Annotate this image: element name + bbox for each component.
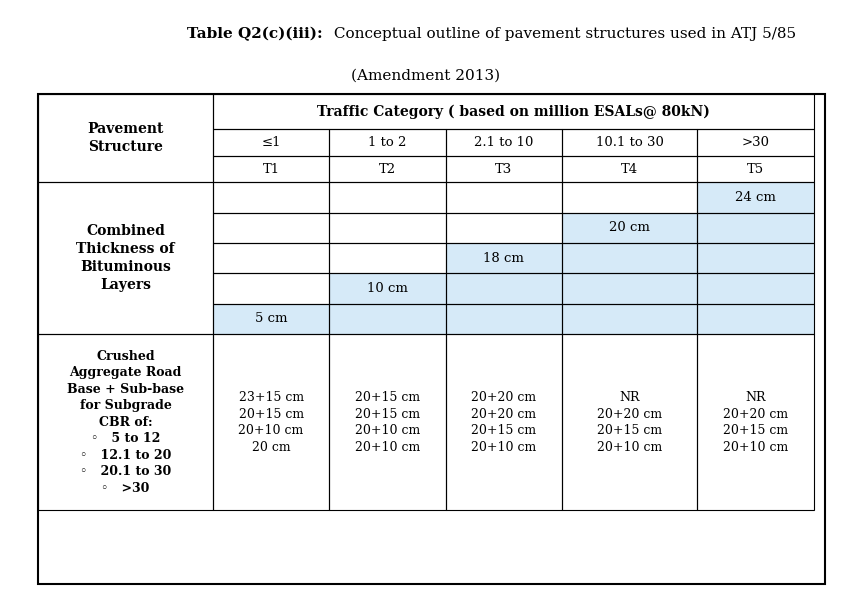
Text: 20+20 cm
20+20 cm
20+15 cm
20+10 cm: 20+20 cm 20+20 cm 20+15 cm 20+10 cm bbox=[471, 391, 537, 453]
Bar bbox=[697, 334, 814, 510]
Bar bbox=[697, 182, 814, 212]
Bar bbox=[697, 182, 814, 212]
Bar bbox=[697, 273, 814, 304]
Bar bbox=[697, 273, 814, 304]
Bar bbox=[697, 304, 814, 334]
Bar bbox=[446, 182, 562, 212]
Bar bbox=[330, 273, 446, 304]
Text: ≤1: ≤1 bbox=[262, 136, 281, 149]
Bar bbox=[213, 156, 330, 182]
Bar bbox=[562, 304, 697, 334]
Text: 10.1 to 30: 10.1 to 30 bbox=[596, 136, 664, 149]
Bar bbox=[446, 243, 562, 273]
Text: >30: >30 bbox=[741, 136, 769, 149]
Bar bbox=[330, 129, 446, 156]
Bar bbox=[330, 212, 446, 243]
Text: Combined
Thickness of
Bituminous
Layers: Combined Thickness of Bituminous Layers bbox=[77, 225, 175, 292]
Bar bbox=[697, 212, 814, 243]
Bar bbox=[562, 273, 697, 304]
Bar bbox=[697, 304, 814, 334]
Bar bbox=[697, 129, 814, 156]
Bar bbox=[330, 273, 446, 304]
Bar bbox=[562, 243, 697, 273]
Bar bbox=[213, 212, 330, 243]
Text: Pavement
Structure: Pavement Structure bbox=[88, 122, 164, 154]
Bar bbox=[446, 273, 562, 304]
Text: 18 cm: 18 cm bbox=[483, 252, 524, 265]
Bar bbox=[213, 304, 330, 334]
Bar bbox=[446, 129, 562, 156]
Text: 5 cm: 5 cm bbox=[255, 313, 287, 325]
Bar bbox=[213, 243, 330, 273]
Bar bbox=[330, 304, 446, 334]
Text: T2: T2 bbox=[379, 163, 396, 175]
Bar bbox=[446, 334, 562, 510]
Bar bbox=[446, 273, 562, 304]
Bar bbox=[446, 243, 562, 273]
Text: NR
20+20 cm
20+15 cm
20+10 cm: NR 20+20 cm 20+15 cm 20+10 cm bbox=[597, 391, 662, 453]
Bar bbox=[213, 273, 330, 304]
Text: Conceptual outline of pavement structures used in ATJ 5/85: Conceptual outline of pavement structure… bbox=[329, 27, 797, 41]
Bar bbox=[38, 94, 825, 584]
Bar bbox=[562, 334, 697, 510]
Bar bbox=[38, 182, 213, 334]
Text: (Amendment 2013): (Amendment 2013) bbox=[351, 69, 501, 83]
Bar bbox=[562, 129, 697, 156]
Text: Traffic Category ( based on million ESALs@ 80kN): Traffic Category ( based on million ESAL… bbox=[317, 104, 710, 119]
Bar bbox=[562, 212, 697, 243]
Bar bbox=[562, 212, 697, 243]
Bar bbox=[562, 243, 697, 273]
Bar bbox=[562, 156, 697, 182]
Bar bbox=[213, 304, 330, 334]
Text: 20 cm: 20 cm bbox=[609, 222, 650, 234]
Bar bbox=[330, 156, 446, 182]
Bar bbox=[697, 243, 814, 273]
Text: T1: T1 bbox=[262, 163, 279, 175]
Bar bbox=[446, 304, 562, 334]
Text: Table Q2(c)(iii): Conceptual outline of pavement structures used in ATJ 5/85
   : Table Q2(c)(iii): Conceptual outline of … bbox=[132, 27, 720, 58]
Text: T3: T3 bbox=[495, 163, 513, 175]
Bar bbox=[562, 273, 697, 304]
Text: Crushed
Aggregate Road
Base + Sub-base
for Subgrade
CBR of:
◦   5 to 12
◦   12.1: Crushed Aggregate Road Base + Sub-base f… bbox=[67, 350, 184, 495]
Bar bbox=[213, 129, 330, 156]
Text: 23+15 cm
20+15 cm
20+10 cm
20 cm: 23+15 cm 20+15 cm 20+10 cm 20 cm bbox=[239, 391, 304, 453]
Text: Table Q2(c)(iii):: Table Q2(c)(iii): bbox=[187, 27, 323, 41]
Text: T4: T4 bbox=[621, 163, 638, 175]
Bar bbox=[330, 243, 446, 273]
Bar bbox=[446, 212, 562, 243]
Bar bbox=[38, 94, 213, 182]
Bar bbox=[330, 182, 446, 212]
Bar bbox=[213, 94, 814, 129]
Text: 20+15 cm
20+15 cm
20+10 cm
20+10 cm: 20+15 cm 20+15 cm 20+10 cm 20+10 cm bbox=[355, 391, 420, 453]
Bar bbox=[330, 334, 446, 510]
Bar bbox=[446, 156, 562, 182]
Text: 2.1 to 10: 2.1 to 10 bbox=[475, 136, 533, 149]
Bar bbox=[697, 243, 814, 273]
Text: T5: T5 bbox=[747, 163, 764, 175]
Text: 24 cm: 24 cm bbox=[735, 191, 776, 204]
Text: 1 to 2: 1 to 2 bbox=[368, 136, 406, 149]
Bar bbox=[446, 304, 562, 334]
Bar bbox=[562, 304, 697, 334]
Bar bbox=[213, 334, 330, 510]
Bar bbox=[213, 182, 330, 212]
Text: NR
20+20 cm
20+15 cm
20+10 cm: NR 20+20 cm 20+15 cm 20+10 cm bbox=[722, 391, 788, 453]
Bar bbox=[330, 304, 446, 334]
Text: 10 cm: 10 cm bbox=[367, 282, 408, 295]
Bar bbox=[38, 334, 213, 510]
Bar bbox=[697, 212, 814, 243]
Bar bbox=[562, 182, 697, 212]
Bar bbox=[697, 156, 814, 182]
